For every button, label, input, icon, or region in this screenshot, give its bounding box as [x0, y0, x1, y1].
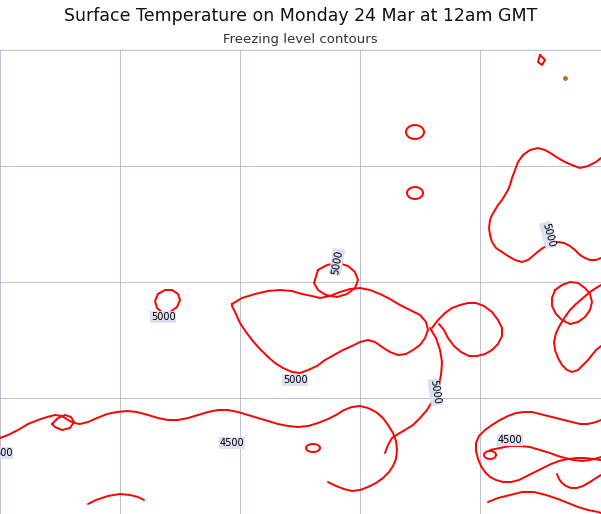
Text: Freezing level contours: Freezing level contours — [223, 32, 378, 46]
Text: 4500: 4500 — [220, 438, 245, 448]
Text: 5000: 5000 — [151, 312, 175, 322]
Text: 5000: 5000 — [330, 249, 344, 275]
Text: Surface Temperature on Monday 24 Mar at 12am GMT: Surface Temperature on Monday 24 Mar at … — [64, 7, 537, 25]
Text: 5000: 5000 — [282, 375, 307, 385]
Text: 500: 500 — [0, 448, 12, 458]
Text: 5000: 5000 — [429, 379, 442, 405]
Text: 5000: 5000 — [540, 222, 556, 248]
Text: 4500: 4500 — [498, 435, 522, 445]
